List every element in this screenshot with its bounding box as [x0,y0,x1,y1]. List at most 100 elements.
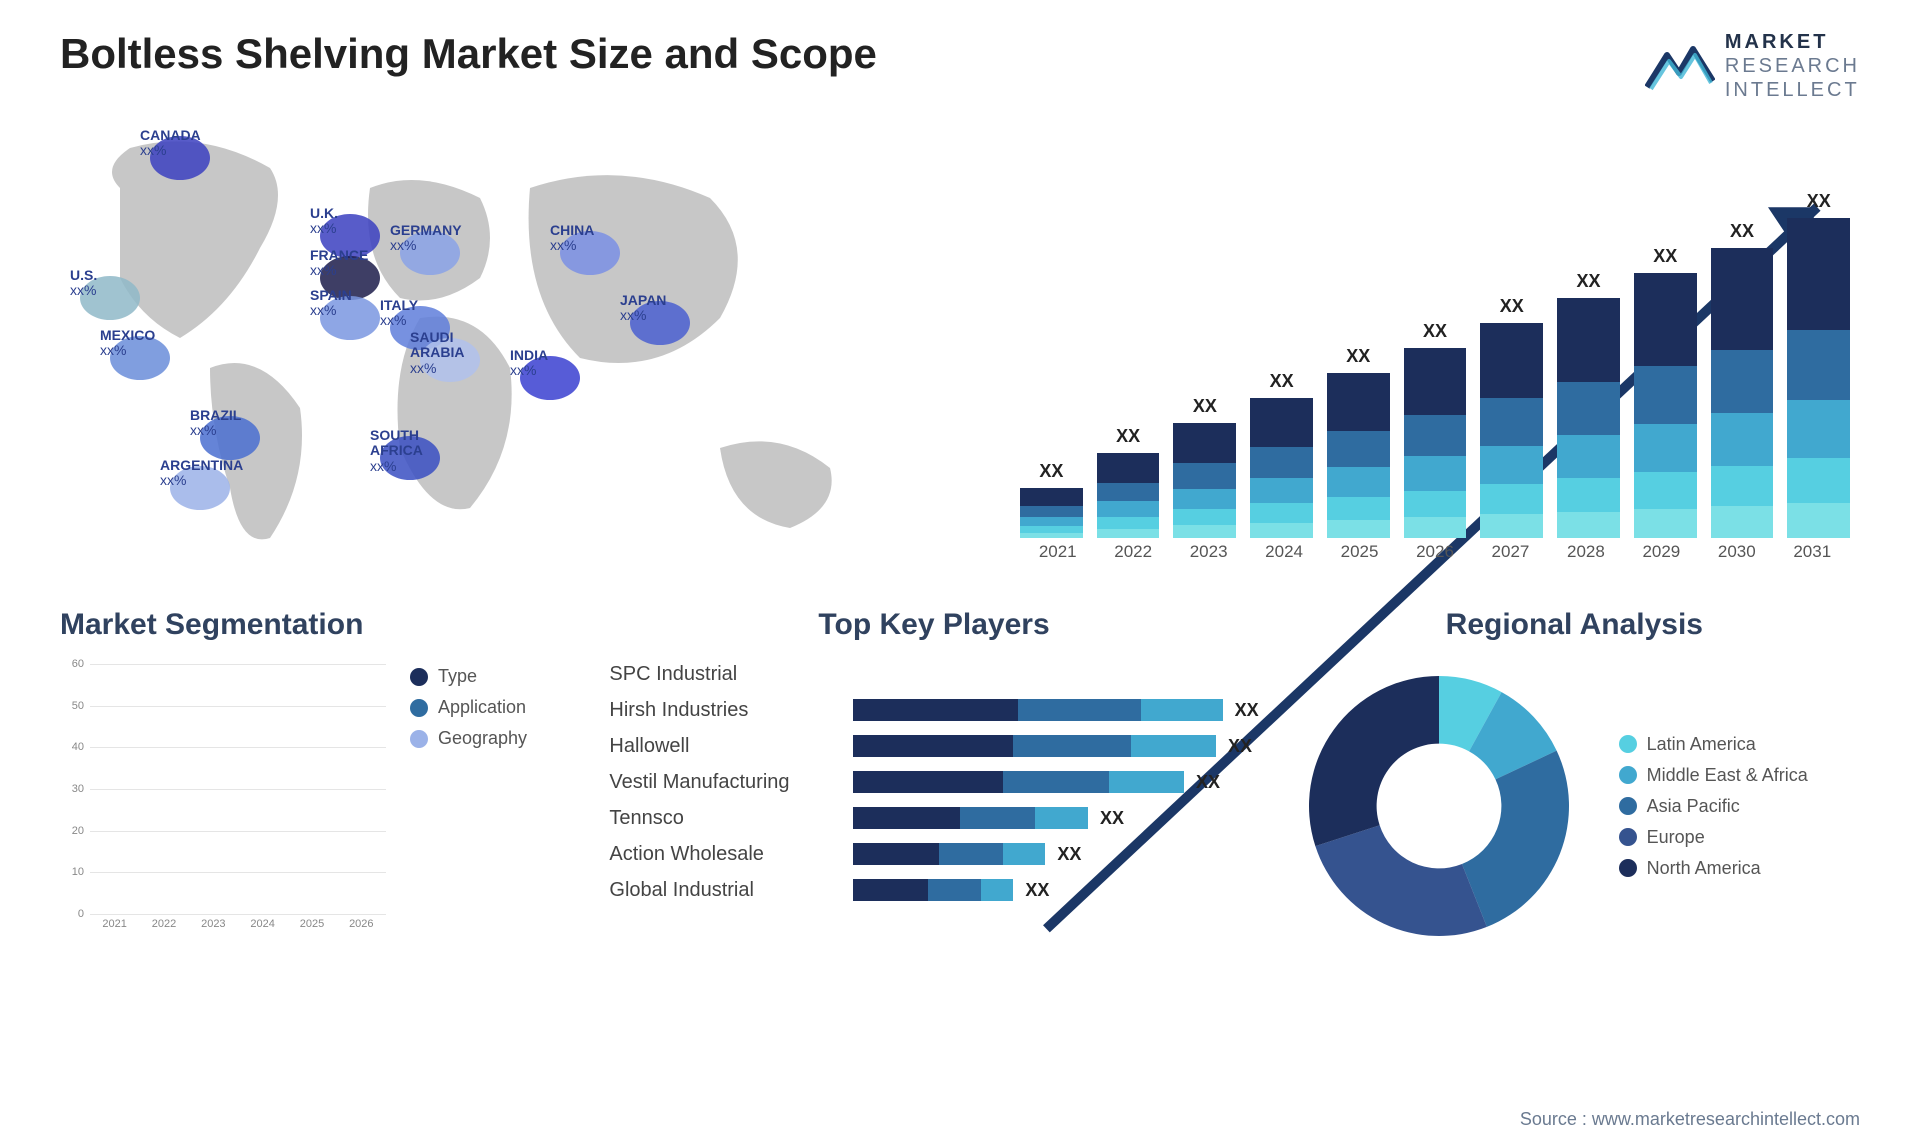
key-player-value: XX [1228,736,1252,757]
growth-bar-label: XX [1097,426,1160,447]
seg-legend-item: Application [410,697,527,718]
key-player-name: Hirsh Industries [609,699,839,722]
map-country-label: ARGENTINAxx% [160,458,243,489]
seg-ytick: 60 [72,658,84,670]
page-title: Boltless Shelving Market Size and Scope [60,30,1860,78]
logo-line-1: MARKET [1725,30,1860,54]
key-player-name: Tennsco [609,807,839,830]
growth-xaxis-tick: 2028 [1548,542,1623,568]
growth-bar-label: XX [1327,346,1390,367]
regional-legend-item: Latin America [1619,734,1808,755]
key-player-row: Vestil ManufacturingXX [609,764,1258,800]
map-country-label: MEXICOxx% [100,328,155,359]
logo-line-3: INTELLECT [1725,78,1860,102]
seg-ytick: 50 [72,700,84,712]
map-country-label: SAUDIARABIAxx% [410,330,464,376]
regional-donut-chart [1289,656,1589,956]
logo-swoosh-icon [1645,37,1715,95]
growth-bar-label: XX [1634,246,1697,267]
growth-xaxis-tick: 2031 [1775,542,1850,568]
key-player-name: Action Wholesale [609,843,839,866]
key-player-row: SPC Industrial [609,656,1258,692]
map-country-label: JAPANxx% [620,293,666,324]
regional-legend-item: Europe [1619,827,1808,848]
key-player-value: XX [1057,844,1081,865]
growth-bar: XX [1020,198,1083,538]
key-players-panel: Top Key Players SPC Industrial Hirsh Indu… [609,608,1258,956]
donut-slice [1315,825,1486,936]
segmentation-chart: 0 10 20 30 40 50 60 202120222023202420252026 [60,656,390,936]
growth-bar-label: XX [1020,461,1083,482]
map-country-label: FRANCExx% [310,248,368,279]
growth-bar: XX [1557,198,1620,538]
key-player-name: SPC Industrial [609,663,839,686]
growth-bar: XX [1173,198,1236,538]
growth-bar: XX [1634,198,1697,538]
growth-xaxis-tick: 2022 [1095,542,1170,568]
seg-xaxis-tick: 2025 [287,918,336,936]
growth-xaxis-tick: 2024 [1246,542,1321,568]
logo-line-2: RESEARCH [1725,54,1860,78]
growth-xaxis-tick: 2026 [1397,542,1472,568]
growth-bar-label: XX [1787,191,1850,212]
growth-xaxis-tick: 2030 [1699,542,1774,568]
growth-xaxis-tick: 2023 [1171,542,1246,568]
key-player-row: Global Industrial XX [609,872,1258,908]
seg-xaxis-tick: 2026 [337,918,386,936]
regional-legend-item: Asia Pacific [1619,796,1808,817]
world-map-icon [60,108,940,568]
growth-bar-label: XX [1404,321,1467,342]
growth-bar-label: XX [1480,296,1543,317]
map-country-label: U.K.xx% [310,206,338,237]
growth-bar: XX [1250,198,1313,538]
map-country-label: CANADAxx% [140,128,201,159]
key-player-row: Hallowell XX [609,728,1258,764]
map-country-label: U.S.xx% [70,268,97,299]
seg-xaxis-tick: 2022 [139,918,188,936]
brand-logo: MARKET RESEARCH INTELLECT [1645,30,1860,102]
key-player-value: XX [1196,772,1220,793]
regional-legend: Latin AmericaMiddle East & AfricaAsia Pa… [1619,724,1808,889]
seg-ytick: 30 [72,783,84,795]
map-country-label: INDIAxx% [510,348,548,379]
seg-ytick: 0 [78,908,84,920]
growth-bar-label: XX [1711,221,1774,242]
seg-xaxis-tick: 2021 [90,918,139,936]
key-players-title: Top Key Players [609,608,1258,642]
regional-legend-item: North America [1619,858,1808,879]
growth-xaxis-tick: 2025 [1322,542,1397,568]
key-player-value: XX [1025,880,1049,901]
map-country-label: CHINAxx% [550,223,594,254]
map-country-label: SOUTHAFRICAxx% [370,428,423,474]
growth-bar: XX [1711,198,1774,538]
growth-bar: XX [1480,198,1543,538]
growth-bar: XX [1787,198,1850,538]
regional-panel: Regional Analysis Latin AmericaMiddle Ea… [1289,608,1860,956]
growth-bar-label: XX [1250,371,1313,392]
growth-bar-label: XX [1557,271,1620,292]
map-country-label: BRAZILxx% [190,408,241,439]
donut-slice [1462,751,1569,927]
key-player-row: TennscoXX [609,800,1258,836]
segmentation-legend: TypeApplicationGeography [410,656,527,936]
donut-slice [1309,676,1439,846]
seg-xaxis-tick: 2024 [238,918,287,936]
map-country-label: SPAINxx% [310,288,352,319]
key-player-name: Global Industrial [609,879,839,902]
growth-bar: XX [1097,198,1160,538]
seg-ytick: 40 [72,741,84,753]
seg-ytick: 10 [72,866,84,878]
key-player-row: Action Wholesale XX [609,836,1258,872]
growth-xaxis-tick: 2021 [1020,542,1095,568]
seg-xaxis-tick: 2023 [189,918,238,936]
growth-xaxis-tick: 2027 [1473,542,1548,568]
growth-bar: XX [1327,198,1390,538]
growth-bar: XX [1404,198,1467,538]
source-attribution: Source : www.marketresearchintellect.com [1520,1109,1860,1130]
map-country-label: ITALYxx% [380,298,418,329]
seg-ytick: 20 [72,825,84,837]
world-map-panel: CANADAxx% U.S.xx% MEXICOxx% BRAZILxx% ARGENT… [60,108,940,568]
key-player-name: Hallowell [609,735,839,758]
key-player-row: Hirsh IndustriesXX [609,692,1258,728]
growth-chart-panel: XXXXXXXXXXXXXXXXXXXXXX 20212022202320242… [980,108,1860,568]
